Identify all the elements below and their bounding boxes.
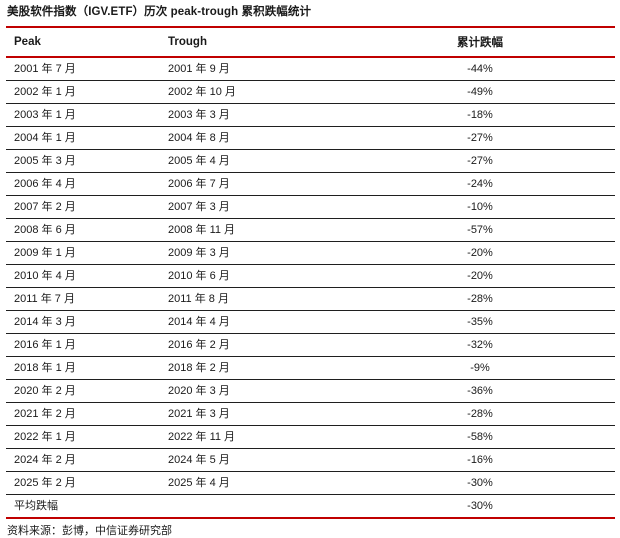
drawdown-cell: -20% — [345, 264, 615, 288]
peak-cell: 2014 年 3 月 — [6, 310, 160, 334]
trough-cell: 2011 年 8 月 — [160, 287, 345, 311]
peak-cell: 2022 年 1 月 — [6, 425, 160, 449]
table-row: 2022 年 1 月 2022 年 11 月 -58% — [6, 425, 615, 449]
peak-trough-table: Peak Trough 累计跌幅 2001 年 7 月 2001 年 9 月 -44… — [6, 26, 615, 519]
peak-cell: 2001 年 7 月 — [6, 57, 160, 81]
trough-cell: 2006 年 7 月 — [160, 172, 345, 196]
trough-cell: 2025 年 4 月 — [160, 471, 345, 495]
drawdown-cell: -9% — [345, 356, 615, 380]
trough-cell: 2001 年 9 月 — [160, 57, 345, 81]
peak-cell: 2002 年 1 月 — [6, 80, 160, 104]
drawdown-cell: -44% — [345, 57, 615, 81]
drawdown-cell: -10% — [345, 195, 615, 219]
trough-cell: 2003 年 3 月 — [160, 103, 345, 127]
trough-cell: 2016 年 2 月 — [160, 333, 345, 357]
drawdown-cell: -35% — [345, 310, 615, 334]
table-row: 2025 年 2 月 2025 年 4 月 -30% — [6, 471, 615, 495]
drawdown-cell: -27% — [345, 126, 615, 150]
trough-cell: 2004 年 8 月 — [160, 126, 345, 150]
table-body: 2001 年 7 月 2001 年 9 月 -44% 2002 年 1 月 2002 年… — [6, 57, 615, 519]
table-row: 平均跌幅 -30% — [6, 494, 615, 519]
peak-cell: 2025 年 2 月 — [6, 471, 160, 495]
drawdown-cell: -36% — [345, 379, 615, 403]
column-header-trough: Trough — [160, 26, 345, 58]
drawdown-cell: -30% — [345, 471, 615, 495]
drawdown-cell: -24% — [345, 172, 615, 196]
drawdown-cell: -28% — [345, 287, 615, 311]
table-header: Peak Trough 累计跌幅 — [6, 26, 615, 58]
peak-cell: 2010 年 4 月 — [6, 264, 160, 288]
peak-cell: 2018 年 1 月 — [6, 356, 160, 380]
trough-cell — [160, 494, 345, 519]
drawdown-cell: -16% — [345, 448, 615, 472]
peak-cell: 2008 年 6 月 — [6, 218, 160, 242]
trough-cell: 2008 年 11 月 — [160, 218, 345, 242]
header-row: Peak Trough 累计跌幅 — [6, 26, 615, 58]
table-row: 2004 年 1 月 2004 年 8 月 -27% — [6, 126, 615, 150]
column-header-peak: Peak — [6, 26, 160, 58]
table-row: 2014 年 3 月 2014 年 4 月 -35% — [6, 310, 615, 334]
table-row: 2021 年 2 月 2021 年 3 月 -28% — [6, 402, 615, 426]
trough-cell: 2020 年 3 月 — [160, 379, 345, 403]
peak-cell: 2003 年 1 月 — [6, 103, 160, 127]
drawdown-cell: -32% — [345, 333, 615, 357]
peak-cell: 2024 年 2 月 — [6, 448, 160, 472]
table-row: 2018 年 1 月 2018 年 2 月 -9% — [6, 356, 615, 380]
peak-cell: 2004 年 1 月 — [6, 126, 160, 150]
peak-cell: 2021 年 2 月 — [6, 402, 160, 426]
source-note: 资料来源：彭博，中信证券研究部 — [7, 525, 172, 537]
trough-cell: 2014 年 4 月 — [160, 310, 345, 334]
trough-cell: 2018 年 2 月 — [160, 356, 345, 380]
trough-cell: 2024 年 5 月 — [160, 448, 345, 472]
peak-cell: 2007 年 2 月 — [6, 195, 160, 219]
peak-cell: 平均跌幅 — [6, 494, 160, 519]
table-row: 2011 年 7 月 2011 年 8 月 -28% — [6, 287, 615, 311]
trough-cell: 2002 年 10 月 — [160, 80, 345, 104]
figure-title: 美股软件指数（IGV.ETF）历次 peak-trough 累积跌幅统计 — [7, 6, 312, 18]
column-header-drawdown: 累计跌幅 — [345, 26, 615, 58]
drawdown-cell: -57% — [345, 218, 615, 242]
trough-cell: 2010 年 6 月 — [160, 264, 345, 288]
table-row: 2007 年 2 月 2007 年 3 月 -10% — [6, 195, 615, 219]
table-row: 2010 年 4 月 2010 年 6 月 -20% — [6, 264, 615, 288]
table-row: 2003 年 1 月 2003 年 3 月 -18% — [6, 103, 615, 127]
table-row: 2005 年 3 月 2005 年 4 月 -27% — [6, 149, 615, 173]
table-row: 2020 年 2 月 2020 年 3 月 -36% — [6, 379, 615, 403]
table-row: 2009 年 1 月 2009 年 3 月 -20% — [6, 241, 615, 265]
peak-cell: 2020 年 2 月 — [6, 379, 160, 403]
drawdown-cell: -18% — [345, 103, 615, 127]
drawdown-cell: -27% — [345, 149, 615, 173]
peak-cell: 2016 年 1 月 — [6, 333, 160, 357]
drawdown-cell: -28% — [345, 402, 615, 426]
peak-cell: 2006 年 4 月 — [6, 172, 160, 196]
table-row: 2006 年 4 月 2006 年 7 月 -24% — [6, 172, 615, 196]
table-row: 2008 年 6 月 2008 年 11 月 -57% — [6, 218, 615, 242]
trough-cell: 2007 年 3 月 — [160, 195, 345, 219]
peak-cell: 2005 年 3 月 — [6, 149, 160, 173]
drawdown-cell: -49% — [345, 80, 615, 104]
drawdown-cell: -20% — [345, 241, 615, 265]
trough-cell: 2005 年 4 月 — [160, 149, 345, 173]
drawdown-cell: -30% — [345, 494, 615, 519]
trough-cell: 2009 年 3 月 — [160, 241, 345, 265]
peak-cell: 2011 年 7 月 — [6, 287, 160, 311]
trough-cell: 2021 年 3 月 — [160, 402, 345, 426]
trough-cell: 2022 年 11 月 — [160, 425, 345, 449]
table-row: 2016 年 1 月 2016 年 2 月 -32% — [6, 333, 615, 357]
table-row: 2001 年 7 月 2001 年 9 月 -44% — [6, 57, 615, 81]
table-row: 2024 年 2 月 2024 年 5 月 -16% — [6, 448, 615, 472]
peak-cell: 2009 年 1 月 — [6, 241, 160, 265]
table-row: 2002 年 1 月 2002 年 10 月 -49% — [6, 80, 615, 104]
drawdown-cell: -58% — [345, 425, 615, 449]
